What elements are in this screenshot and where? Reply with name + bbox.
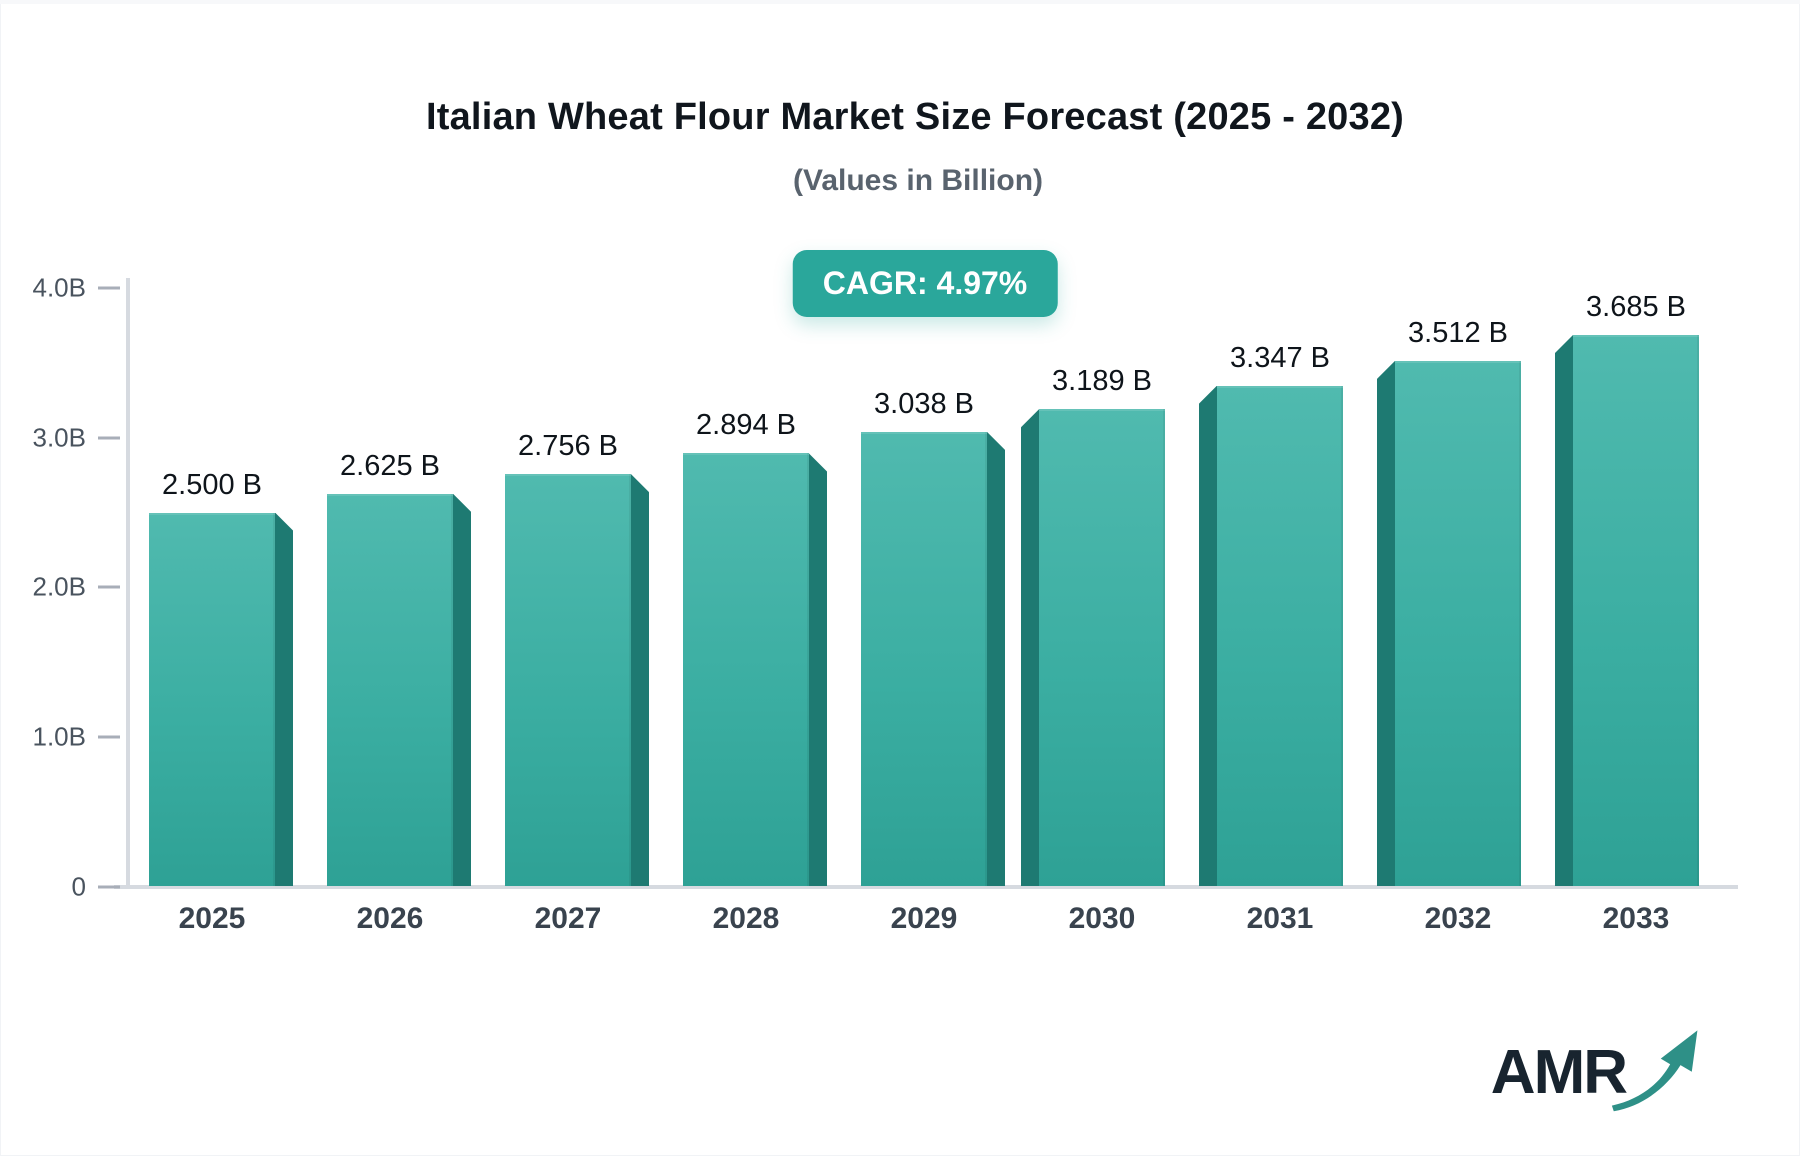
logo-text: AMR [1490,1038,1628,1107]
bar-side-shade [1021,409,1039,886]
chart-title: Italian Wheat Flour Market Size Forecast… [425,96,1405,138]
bar-side-shade [1555,334,1573,886]
x-axis-line [114,885,1738,889]
cagr-badge: CAGR: 4.97% [792,250,1058,317]
bar-face [1395,360,1521,886]
y-tick-label: 0 [71,871,86,902]
bar-value-label: 3.347 B [1230,341,1330,374]
x-tick-label: 2028 [712,902,780,935]
bar-value-label: 3.189 B [1052,365,1152,398]
bar-face [505,474,631,886]
x-tick-label: 2033 [1602,902,1670,935]
y-tick-dash [98,436,120,440]
bar-side-shade [453,493,471,886]
x-tick-label: 2027 [534,902,602,935]
x-tick-label: 2030 [1068,902,1136,935]
x-tick-label: 2029 [890,902,958,935]
bar-face [683,453,809,886]
bar-face [861,431,987,886]
bar-side-shade [809,453,827,886]
x-tick-label: 2026 [356,902,424,935]
bar-face [149,512,275,886]
bar-side-shade [631,474,649,886]
bar-value-label: 2.894 B [696,409,796,442]
y-tick-label: 2.0B [32,571,87,602]
bar-value-label: 2.500 B [162,468,262,501]
y-tick-label: 4.0B [32,272,87,303]
bar-side-shade [275,512,293,886]
y-tick-dash [98,585,120,589]
y-axis-line [126,278,130,889]
y-tick-label: 1.0B [32,721,87,752]
y-tick-dash [98,885,120,889]
bar-value-label: 3.038 B [874,387,974,420]
y-tick-dash [98,286,120,290]
x-tick-label: 2032 [1424,902,1492,935]
y-tick-dash [98,735,120,739]
bar-face [1573,334,1699,886]
chart-subtitle: (Values in Billion) [792,164,1044,197]
bar-side-shade [1377,360,1395,886]
bar-face [327,493,453,886]
bar-side-shade [987,431,1005,886]
bar-side-shade [1199,385,1217,886]
y-tick-label: 3.0B [32,422,87,453]
bar-face [1217,385,1343,886]
trending-up-arrow-icon [1611,1030,1698,1112]
bar-face [1039,409,1165,886]
x-tick-label: 2031 [1246,902,1314,935]
amr-logo: AMR [1490,1024,1704,1112]
bar-value-label: 3.685 B [1586,290,1686,323]
x-tick-label: 2025 [178,902,246,935]
bar-value-label: 2.625 B [340,449,440,482]
bar-value-label: 3.512 B [1408,316,1508,349]
bar-value-label: 2.756 B [518,430,618,463]
